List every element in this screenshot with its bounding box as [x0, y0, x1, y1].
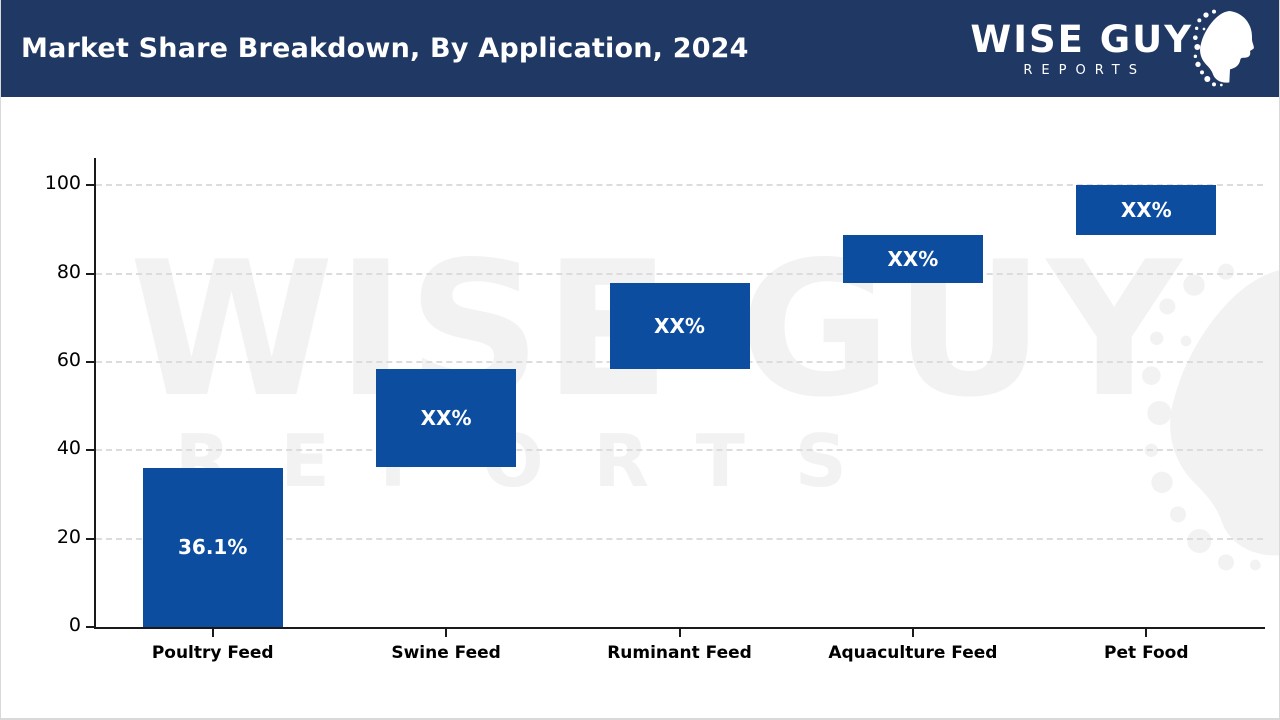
y-tick-mark-40 [86, 449, 94, 452]
x-tick-mark-swine-feed [445, 629, 448, 637]
y-tick-label-40: 40 [56, 437, 81, 460]
x-tick-mark-poultry-feed [211, 629, 214, 637]
bar-pet-food: XX% [1076, 185, 1217, 236]
bar-value-label-aquaculture-feed: XX% [887, 247, 939, 272]
x-tick-mark-aquaculture-feed [911, 629, 914, 637]
y-tick-mark-60 [86, 360, 94, 363]
x-axis-label-poultry-feed: Poultry Feed [151, 643, 274, 663]
gridline-20 [96, 537, 1263, 540]
x-axis-label-ruminant-feed: Ruminant Feed [607, 643, 752, 663]
y-tick-label-80: 80 [56, 260, 81, 283]
logo-subtext: REPORTS [1023, 62, 1146, 78]
bar-poultry-feed: 36.1% [142, 467, 283, 627]
x-axis-label-swine-feed: Swine Feed [391, 643, 501, 663]
bar-value-label-pet-food: XX% [1120, 198, 1172, 223]
y-tick-label-0: 0 [68, 614, 81, 636]
y-tick-label-20: 20 [56, 525, 81, 548]
plot-region: 0 20 40 60 80 100 36.1% Poultry Feed XX% Swine Fe… [45, 158, 1265, 663]
y-axis-line [94, 158, 96, 629]
y-tick-mark-0 [86, 626, 94, 628]
y-tick-label-100: 100 [44, 172, 81, 195]
logo-head-icon [1193, 9, 1254, 86]
bar-aquaculture-feed: XX% [842, 235, 983, 284]
y-tick-mark-20 [86, 537, 94, 540]
wise-guy-logo: WISE GUY REPORTS [970, 9, 1267, 89]
page-title: Market Share Breakdown, By Application, … [21, 33, 749, 64]
y-tick-label-60: 60 [56, 348, 81, 371]
y-tick-mark-80 [86, 272, 94, 275]
x-axis-label-pet-food: Pet Food [1104, 643, 1189, 663]
x-axis-line [94, 627, 1265, 629]
chart-area: WISE GUY REPORTS 0 20 40 60 80 100 36.1% Poultr… [1, 97, 1279, 718]
bar-swine-feed: XX% [376, 369, 517, 468]
header-bar: Market Share Breakdown, By Application, … [1, 0, 1279, 97]
x-tick-mark-pet-food [1145, 629, 1148, 637]
x-tick-mark-ruminant-feed [678, 629, 681, 637]
bar-value-label-ruminant-feed: XX% [654, 314, 705, 339]
bar-value-label-swine-feed: XX% [420, 406, 472, 431]
bar-ruminant-feed: XX% [609, 283, 750, 370]
x-axis-label-aquaculture-feed: Aquaculture Feed [828, 643, 998, 663]
gridline-80 [96, 272, 1263, 275]
bar-value-label-poultry-feed: 36.1% [177, 535, 248, 560]
gridline-100 [96, 184, 1263, 187]
y-tick-mark-100 [86, 184, 94, 187]
logo-wordmark: WISE GUY [970, 17, 1193, 61]
logo-text: WISE GUY REPORTS [970, 21, 1193, 77]
gridline-40 [96, 449, 1263, 452]
